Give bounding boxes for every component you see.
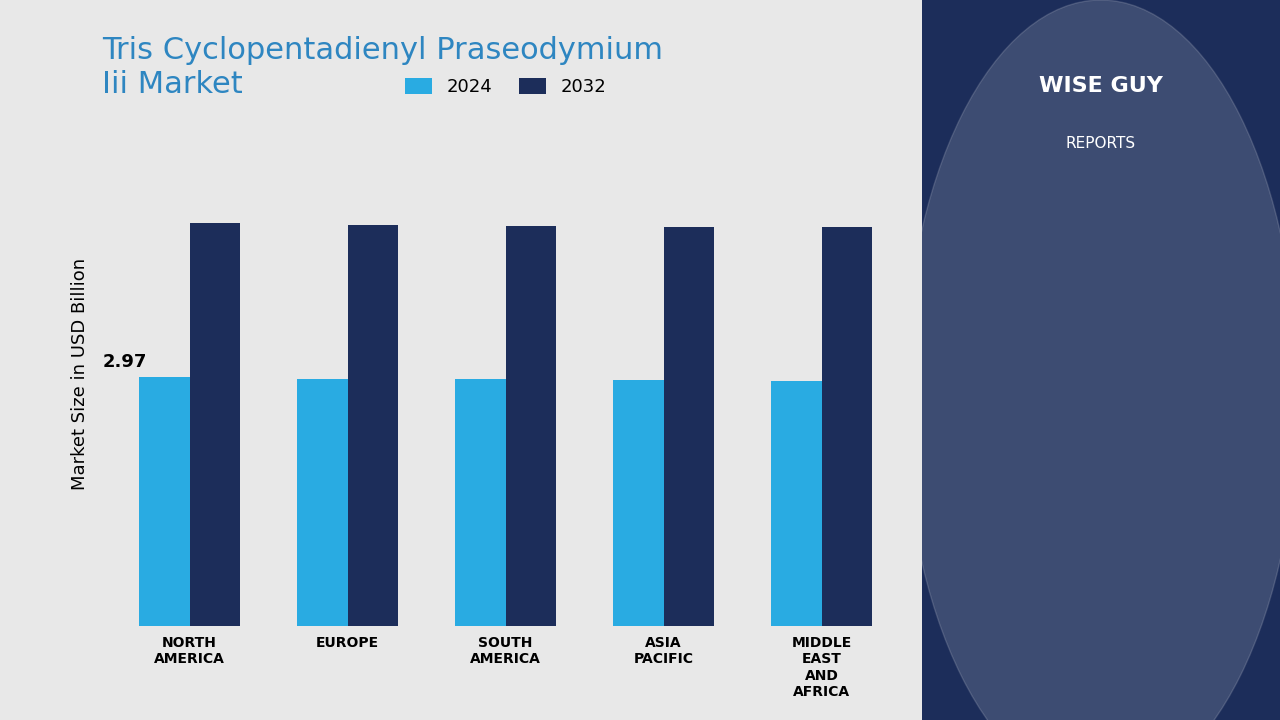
Bar [456, 379, 506, 626]
Bar [613, 380, 663, 626]
Circle shape [904, 0, 1280, 720]
Text: WISE GUY: WISE GUY [1039, 76, 1162, 96]
Bar [506, 226, 556, 626]
Text: 2.97: 2.97 [102, 353, 147, 371]
Bar [663, 227, 714, 626]
Bar [297, 379, 348, 626]
Bar [140, 377, 189, 626]
Text: Tris Cyclopentadienyl Praseodymium
Iii Market: Tris Cyclopentadienyl Praseodymium Iii M… [102, 36, 663, 99]
Bar [822, 228, 872, 626]
Legend: 2024, 2032: 2024, 2032 [398, 71, 613, 104]
Bar [771, 381, 822, 626]
Y-axis label: Market Size in USD Billion: Market Size in USD Billion [70, 258, 88, 490]
Bar [189, 223, 241, 626]
Text: REPORTS: REPORTS [1066, 137, 1135, 151]
Bar [348, 225, 398, 626]
